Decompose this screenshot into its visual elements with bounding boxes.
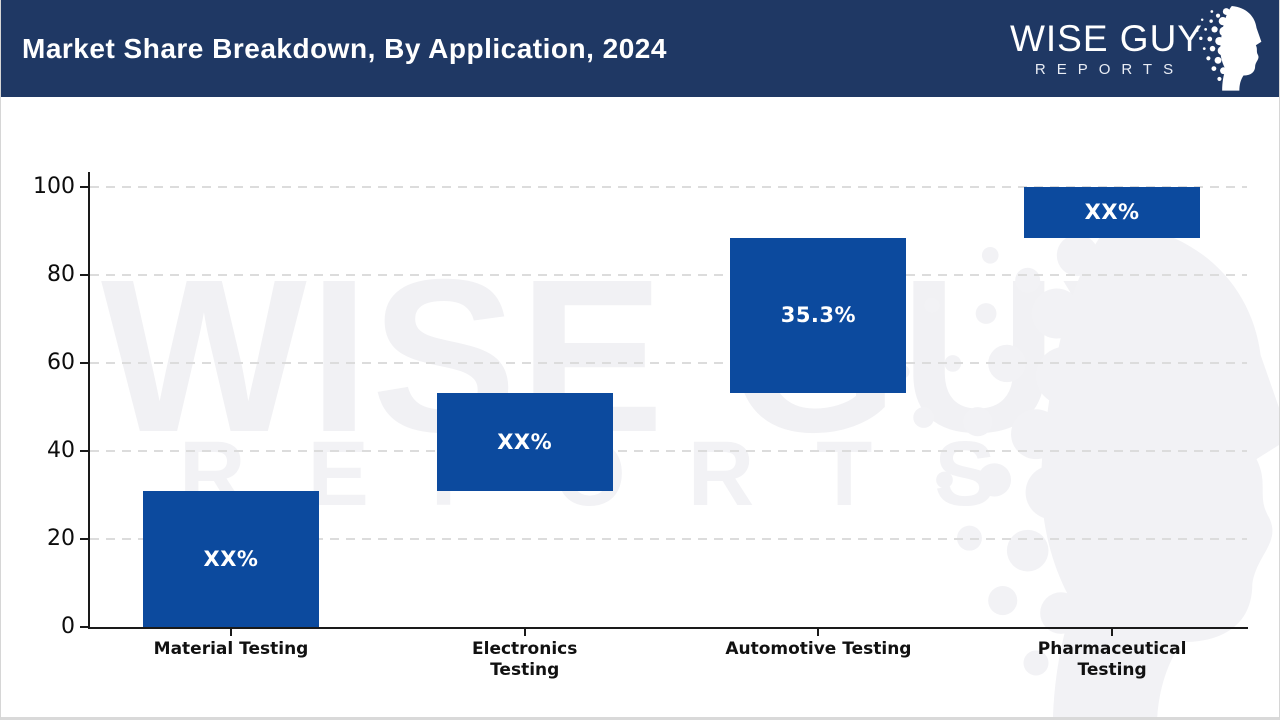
- x-axis-line: [88, 627, 1248, 629]
- x-axis-label-line: Pharmaceutical: [1037, 639, 1187, 659]
- y-tick-80: [80, 274, 88, 276]
- gridline-40: [90, 450, 1247, 452]
- y-tick-label-60: 60: [47, 350, 75, 375]
- y-tick-0: [80, 626, 88, 628]
- chart-title: Market Share Breakdown, By Application, …: [22, 33, 667, 64]
- header-bar: Market Share Breakdown, By Application, …: [1, 0, 1279, 97]
- gridline-80: [90, 274, 1247, 276]
- logo-text: WISE GUY REPORTS: [1010, 20, 1203, 78]
- y-tick-label-40: 40: [47, 438, 75, 463]
- x-axis-label-2: Automotive Testing: [698, 639, 938, 660]
- bar-value-label: XX%: [1084, 200, 1140, 225]
- bar-material-testing: XX%: [143, 490, 319, 627]
- logo-subtitle: REPORTS: [1034, 61, 1185, 78]
- bar-automotive-testing: 35.3%: [730, 237, 907, 393]
- y-tick-20: [80, 538, 88, 540]
- x-axis-label-1: Electronics Testing: [405, 639, 645, 681]
- x-tick-3: [1111, 629, 1114, 636]
- bar-electronics-testing: XX%: [436, 392, 613, 491]
- bar-value-label: XX%: [203, 546, 259, 571]
- y-tick-label-0: 0: [61, 614, 75, 639]
- x-axis-label-line: Electronics: [472, 639, 578, 659]
- x-tick-2: [817, 629, 820, 636]
- y-tick-40: [80, 450, 88, 452]
- x-axis-label-line: Material Testing: [153, 639, 309, 659]
- logo-wordmark: WISE GUY: [1009, 18, 1203, 59]
- y-tick-60: [80, 362, 88, 364]
- y-tick-100: [80, 186, 88, 188]
- x-axis-label-line: Testing: [490, 660, 560, 680]
- x-axis-label-line: Automotive Testing: [725, 639, 912, 659]
- gridline-60: [90, 362, 1247, 364]
- y-axis-line: [88, 172, 90, 629]
- bar-value-label: XX%: [497, 429, 553, 454]
- x-axis-label-0: Material Testing: [111, 639, 351, 660]
- gridline-20: [90, 538, 1247, 540]
- gridline-100: [90, 186, 1247, 188]
- wiseguy-logo: WISE GUY REPORTS: [1010, 6, 1267, 92]
- x-tick-1: [523, 629, 526, 636]
- bar-value-label: 35.3%: [780, 303, 857, 328]
- x-axis-label-line: Testing: [1077, 660, 1147, 680]
- y-tick-label-20: 20: [47, 526, 75, 551]
- y-tick-label-80: 80: [47, 262, 75, 287]
- y-tick-label-100: 100: [33, 174, 75, 199]
- bar-pharmaceutical-testing: XX%: [1024, 187, 1201, 238]
- x-axis-label-3: Pharmaceutical Testing: [992, 639, 1232, 681]
- x-tick-0: [230, 629, 232, 636]
